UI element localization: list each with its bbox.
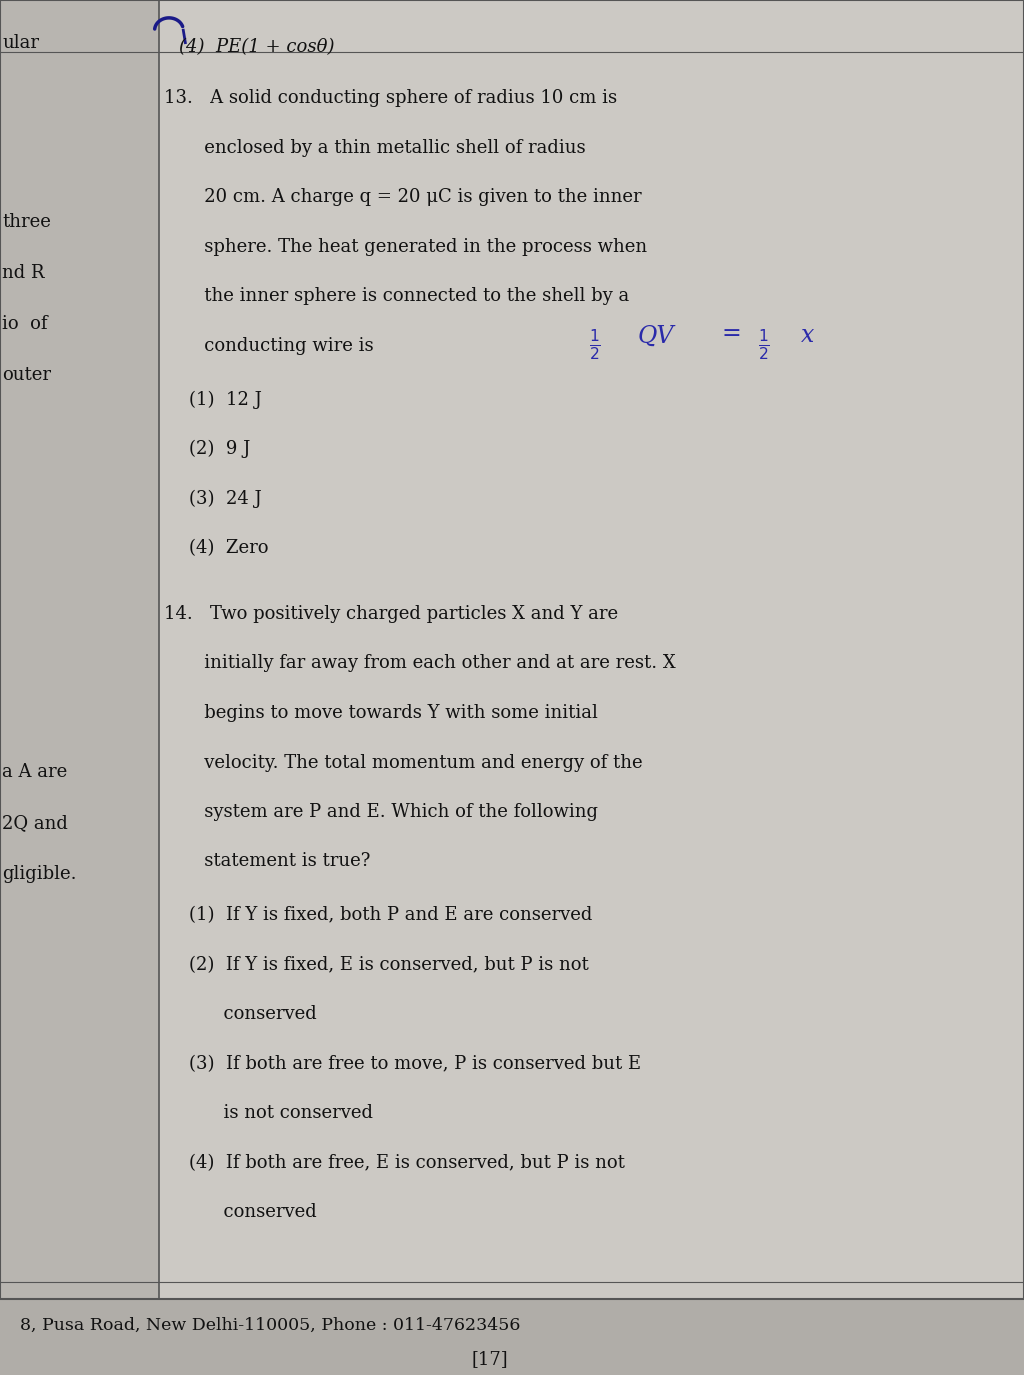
Text: (3)  24 J: (3) 24 J [189, 490, 262, 507]
Text: three: three [2, 213, 51, 231]
Text: (4)  If both are free, E is conserved, but P is not: (4) If both are free, E is conserved, bu… [189, 1154, 626, 1172]
Text: a A are: a A are [2, 763, 68, 781]
Text: ular: ular [2, 34, 39, 52]
Text: =: = [722, 322, 741, 345]
Text: (2)  If Y is fixed, E is conserved, but P is not: (2) If Y is fixed, E is conserved, but P… [189, 956, 589, 973]
Text: QV: QV [638, 324, 675, 348]
Text: nd R: nd R [2, 264, 45, 282]
Text: [17]: [17] [471, 1350, 508, 1368]
Text: 20 cm. A charge q = 20 μC is given to the inner: 20 cm. A charge q = 20 μC is given to th… [164, 188, 641, 206]
Text: gligible.: gligible. [2, 865, 77, 883]
Text: is not conserved: is not conserved [189, 1104, 374, 1122]
Text: conserved: conserved [189, 1005, 317, 1023]
Text: (2)  9 J: (2) 9 J [189, 440, 251, 458]
Text: $\frac{1}{2}$: $\frac{1}{2}$ [758, 327, 770, 362]
Text: io  of: io of [2, 315, 47, 333]
Text: system are P and E. Which of the following: system are P and E. Which of the followi… [164, 803, 598, 821]
Text: (1)  If Y is fixed, both P and E are conserved: (1) If Y is fixed, both P and E are cons… [189, 906, 593, 924]
Text: initially far away from each other and at are rest. X: initially far away from each other and a… [164, 654, 676, 672]
Text: (4)  Zero: (4) Zero [189, 539, 269, 557]
Bar [0, 0, 159, 1299]
Text: the inner sphere is connected to the shell by a: the inner sphere is connected to the she… [164, 287, 629, 305]
Text: 8, Pusa Road, New Delhi-110005, Phone : 011-47623456: 8, Pusa Road, New Delhi-110005, Phone : … [20, 1317, 521, 1334]
Text: (1)  12 J: (1) 12 J [189, 390, 262, 408]
Text: outer: outer [2, 366, 51, 384]
Text: (3)  If both are free to move, P is conserved but E: (3) If both are free to move, P is conse… [189, 1055, 642, 1072]
Text: $\frac{1}{2}$: $\frac{1}{2}$ [589, 327, 601, 362]
Text: sphere. The heat generated in the process when: sphere. The heat generated in the proces… [164, 238, 647, 256]
Text: x: x [801, 324, 814, 348]
Text: begins to move towards Y with some initial: begins to move towards Y with some initi… [164, 704, 598, 722]
Text: 14.   Two positively charged particles X and Y are: 14. Two positively charged particles X a… [164, 605, 617, 623]
Text: 13.   A solid conducting sphere of radius 10 cm is: 13. A solid conducting sphere of radius … [164, 89, 617, 107]
Text: (4)  PE(1 + cosθ): (4) PE(1 + cosθ) [179, 38, 335, 56]
Text: statement is true?: statement is true? [164, 852, 371, 870]
Text: enclosed by a thin metallic shell of radius: enclosed by a thin metallic shell of rad… [164, 139, 586, 157]
Text: 2Q and: 2Q and [2, 814, 68, 832]
Bar [0, 1299, 1024, 1375]
Text: velocity. The total momentum and energy of the: velocity. The total momentum and energy … [164, 754, 642, 771]
Text: conducting wire is: conducting wire is [164, 337, 374, 355]
Text: conserved: conserved [189, 1203, 317, 1221]
